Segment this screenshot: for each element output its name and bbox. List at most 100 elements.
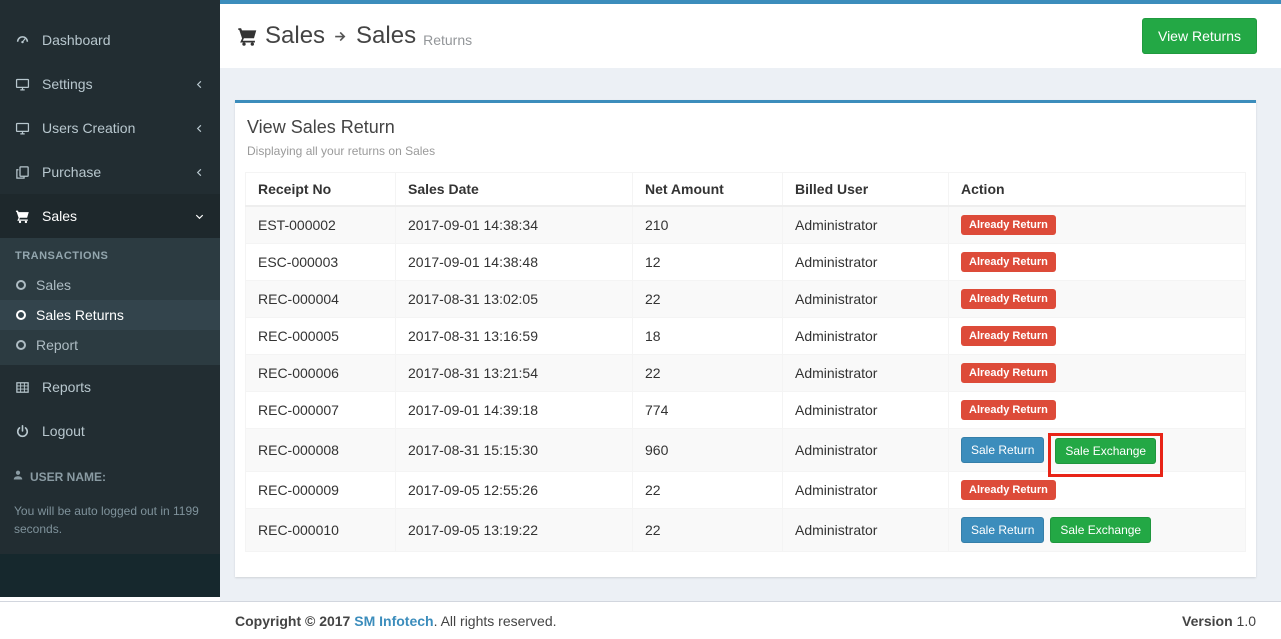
cell-receipt-no: REC-000010 [245,508,396,552]
cell-sales-date: 2017-09-01 14:38:48 [395,243,633,281]
cell-receipt-no: REC-000005 [245,317,396,355]
sidebar-item-reports[interactable]: Reports [0,365,220,409]
table-row: EST-000002 2017-09-01 14:38:34 210 Administ… [245,205,1246,244]
sale-return-button[interactable]: Sale Return [961,517,1045,543]
panel-title: View Sales Return [247,117,395,137]
already-return-badge: Already Return [961,289,1056,309]
sidebar-item-label: Logout [42,423,85,439]
cell-action: Already Return [948,205,1246,244]
copyright-year: Copyright © 2017 [235,612,351,629]
table-header-row: Receipt No Sales Date Net Amount Billed … [245,172,1246,207]
cell-billed-user: Administrator [782,317,949,355]
column-header-billed-user: Billed User [782,172,949,207]
title-main: Sales [265,22,326,49]
purchase-copy-icon [15,165,42,180]
cell-sales-date: 2017-09-01 14:39:18 [395,391,633,429]
panel-subtitle: Displaying all your returns on Sales [247,144,436,158]
top-accent-bar [220,0,1281,4]
title-sub: Returns [423,31,473,48]
cell-receipt-no: REC-000007 [245,391,396,429]
cart-icon [237,26,258,47]
cell-receipt-no: REC-000008 [245,428,396,472]
sidebar-item-label: Settings [42,76,93,92]
cell-net-amount: 18 [632,317,783,355]
table-row: REC-000008 2017-08-31 15:15:30 960 Administ… [245,428,1246,477]
sidebar-item-purchase[interactable]: Purchase [0,150,220,194]
dashboard-icon [15,33,42,48]
view-returns-button[interactable]: View Returns [1141,18,1257,54]
chevron-left-icon [194,79,205,90]
cell-net-amount: 22 [632,508,783,552]
table-row: REC-000004 2017-08-31 13:02:05 22 Administr… [245,280,1246,318]
cell-net-amount: 22 [632,280,783,318]
sales-cart-icon [15,209,42,224]
cell-net-amount: 22 [632,471,783,509]
cell-billed-user: Administrator [782,280,949,318]
annotation-highlight-box: Sale Exchange [1048,433,1164,477]
cell-action: Already Return [948,243,1246,281]
already-return-badge: Already Return [961,252,1056,272]
cell-billed-user: Administrator [782,205,949,244]
content-area: View Sales Return Displaying all your re… [220,68,1281,601]
auto-logout-note: You will be auto logged out in 1199 seco… [14,504,199,536]
sidebar-item-users-creation[interactable]: Users Creation [0,106,220,150]
sale-exchange-button[interactable]: Sale Exchange [1050,517,1152,543]
settings-desktop-icon [15,77,42,92]
sidebar-subitem-sales-returns[interactable]: Sales Returns [0,300,220,330]
chevron-left-icon [194,167,205,178]
user-info-block: USER NAME: [0,453,220,488]
cell-net-amount: 960 [632,428,783,472]
sidebar-item-settings[interactable]: Settings [0,62,220,106]
cell-receipt-no: ESC-000003 [245,243,396,281]
circle-icon [16,280,26,290]
sale-return-button[interactable]: Sale Return [961,437,1045,463]
cell-action: Already Return [948,471,1246,509]
cell-receipt-no: REC-000006 [245,354,396,392]
cell-billed-user: Administrator [782,354,949,392]
cell-sales-date: 2017-08-31 15:15:30 [395,428,633,472]
cell-receipt-no: REC-000009 [245,471,396,509]
sale-exchange-button[interactable]: Sale Exchange [1055,438,1157,464]
already-return-badge: Already Return [961,480,1056,500]
cell-action: Already Return [948,317,1246,355]
sales-return-panel: View Sales Return Displaying all your re… [235,100,1256,577]
sidebar-item-sales[interactable]: Sales [0,194,220,238]
users-creation-desktop-icon [15,121,42,136]
sidebar: Dashboard Settings [0,0,220,601]
table-row: REC-000010 2017-09-05 13:19:22 22 Administr… [245,508,1246,552]
sidebar-item-label: Reports [42,379,92,395]
sidebar-item-logout[interactable]: Logout [0,409,220,453]
cell-net-amount: 22 [632,354,783,392]
already-return-badge: Already Return [961,400,1056,420]
cell-billed-user: Administrator [782,243,949,281]
table-row: REC-000007 2017-09-01 14:39:18 774 Administ… [245,391,1246,429]
cell-sales-date: 2017-09-05 13:19:22 [395,508,633,552]
cell-net-amount: 774 [632,391,783,429]
sales-submenu: TRANSACTIONS Sales Sales Returns Report [0,238,220,365]
sidebar-item-dashboard[interactable]: Dashboard [0,18,220,62]
chevron-down-icon [194,211,205,222]
transactions-section-label: TRANSACTIONS [15,250,109,262]
cell-sales-date: 2017-08-31 13:02:05 [395,280,633,318]
cell-sales-date: 2017-08-31 13:16:59 [395,317,633,355]
table-row: REC-000009 2017-09-05 12:55:26 22 Administr… [245,471,1246,509]
version-label: Version [1182,612,1233,629]
reports-table-icon [15,380,42,395]
sidebar-subitem-sales[interactable]: Sales [0,270,220,300]
sidebar-spacer [0,554,220,597]
sidebar-subitem-label: Sales Returns [36,307,124,323]
copyright-text: Copyright © 2017 SM Infotech. All rights… [235,613,557,629]
cell-sales-date: 2017-09-05 12:55:26 [395,471,633,509]
cell-receipt-no: REC-000004 [245,280,396,318]
company-link[interactable]: SM Infotech [354,612,434,629]
version-text: Version 1.0 [1182,613,1256,629]
user-name-label: USER NAME: [30,469,107,484]
cell-billed-user: Administrator [782,428,949,472]
user-icon [12,469,30,484]
sidebar-subitem-report[interactable]: Report [0,330,220,360]
column-header-sales-date: Sales Date [395,172,633,207]
arrow-right-icon [333,29,348,44]
sidebar-menu: Dashboard Settings [0,0,220,453]
column-header-receipt-no: Receipt No [245,172,396,207]
sidebar-subitem-label: Sales [36,277,72,293]
